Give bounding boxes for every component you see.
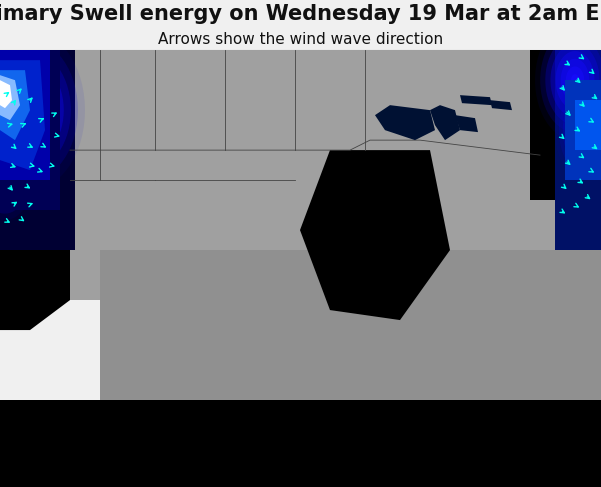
Text: Arrows show the wind wave direction: Arrows show the wind wave direction xyxy=(158,32,443,47)
Polygon shape xyxy=(559,87,601,174)
Polygon shape xyxy=(0,50,75,250)
Polygon shape xyxy=(0,61,64,159)
Polygon shape xyxy=(570,106,600,154)
Polygon shape xyxy=(563,93,601,167)
Polygon shape xyxy=(0,95,44,185)
Polygon shape xyxy=(490,100,512,110)
Polygon shape xyxy=(25,102,35,118)
Polygon shape xyxy=(70,50,601,300)
Polygon shape xyxy=(0,70,30,140)
Polygon shape xyxy=(0,159,12,182)
Polygon shape xyxy=(15,105,40,125)
Polygon shape xyxy=(17,92,43,129)
Polygon shape xyxy=(460,95,492,105)
Polygon shape xyxy=(566,66,584,94)
Polygon shape xyxy=(555,51,594,109)
Polygon shape xyxy=(555,80,601,180)
Polygon shape xyxy=(582,125,588,135)
Polygon shape xyxy=(0,60,45,170)
Polygon shape xyxy=(575,112,596,148)
Polygon shape xyxy=(575,100,601,150)
Polygon shape xyxy=(10,82,50,139)
Polygon shape xyxy=(565,80,601,180)
Text: Primary Swell energy on Wednesday 19 Mar at 2am EDT: Primary Swell energy on Wednesday 19 Mar… xyxy=(0,4,601,24)
Polygon shape xyxy=(100,250,601,487)
Polygon shape xyxy=(0,80,12,108)
Polygon shape xyxy=(567,99,601,161)
Polygon shape xyxy=(530,50,601,200)
Polygon shape xyxy=(375,105,435,140)
Polygon shape xyxy=(1,119,29,162)
Polygon shape xyxy=(0,127,31,214)
Polygon shape xyxy=(2,165,8,175)
Polygon shape xyxy=(11,134,19,146)
Polygon shape xyxy=(540,28,601,132)
Polygon shape xyxy=(0,111,34,169)
Polygon shape xyxy=(578,119,592,142)
Polygon shape xyxy=(0,152,16,188)
Polygon shape xyxy=(0,80,55,200)
Polygon shape xyxy=(0,51,71,169)
Polygon shape xyxy=(0,400,601,487)
Polygon shape xyxy=(551,43,600,117)
Polygon shape xyxy=(0,139,23,201)
Polygon shape xyxy=(0,50,70,330)
Polygon shape xyxy=(0,75,20,120)
Polygon shape xyxy=(545,36,601,125)
Polygon shape xyxy=(0,133,27,207)
Polygon shape xyxy=(300,150,450,320)
Polygon shape xyxy=(6,127,24,154)
Polygon shape xyxy=(0,50,50,180)
Polygon shape xyxy=(0,120,35,220)
Polygon shape xyxy=(561,59,590,102)
Polygon shape xyxy=(430,105,460,140)
Polygon shape xyxy=(0,50,60,210)
Polygon shape xyxy=(455,115,478,132)
Polygon shape xyxy=(4,71,56,149)
Polygon shape xyxy=(571,74,579,86)
Polygon shape xyxy=(555,50,601,250)
Polygon shape xyxy=(0,30,85,190)
Polygon shape xyxy=(0,88,50,192)
Polygon shape xyxy=(0,103,40,177)
Polygon shape xyxy=(0,40,78,180)
Polygon shape xyxy=(535,20,601,140)
Polygon shape xyxy=(0,146,20,194)
